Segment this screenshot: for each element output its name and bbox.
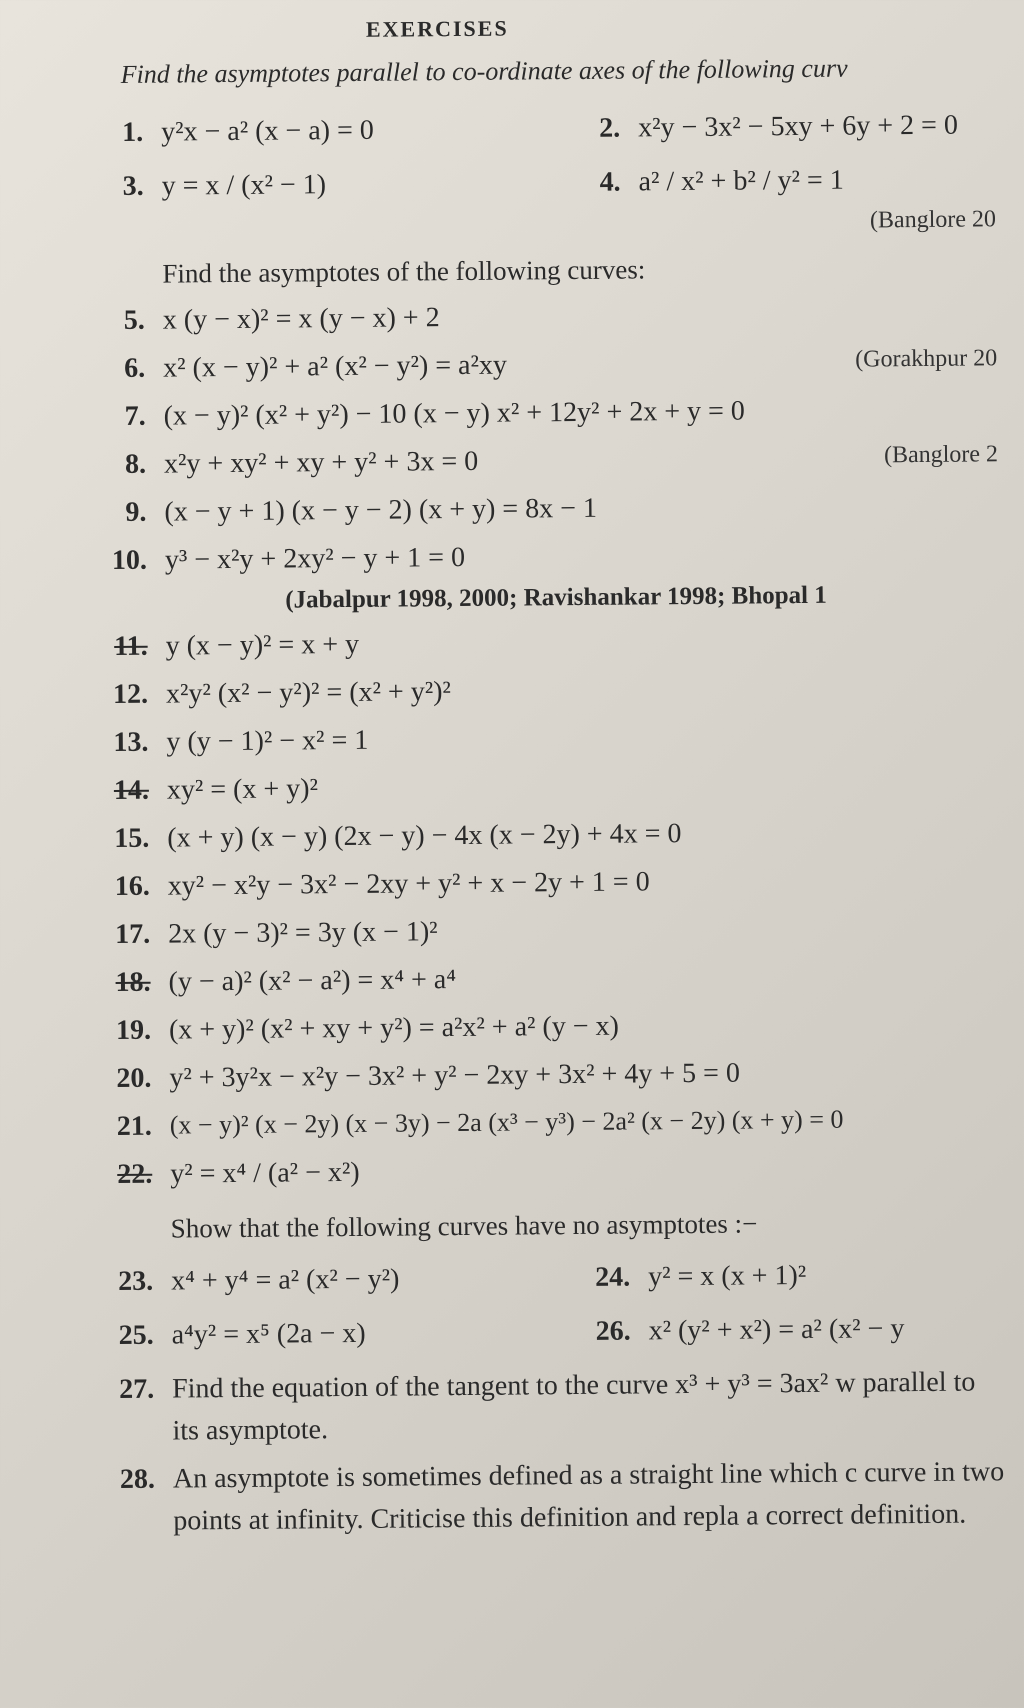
q14: 14. xy² = (x + y)² bbox=[87, 762, 1001, 812]
q17-eq: 2x (y − 3)² = 3y (x − 1)² bbox=[168, 906, 1002, 955]
q27-eq: Find the equation of the tangent to the … bbox=[172, 1361, 1007, 1452]
q11-eq: y (x − y)² = x + y bbox=[165, 618, 999, 667]
q26-eq: x² (y² + x²) = a² (x² − y bbox=[648, 1307, 1005, 1352]
exercises-header: EXERCISES bbox=[80, 11, 994, 45]
q21-num: 21. bbox=[90, 1106, 170, 1149]
q26-num: 26. bbox=[568, 1310, 648, 1353]
q23-num: 23. bbox=[91, 1261, 171, 1304]
q12: 12. x²y² (x² − y²)² = (x² + y²)² bbox=[86, 666, 1000, 716]
q19: 19. (x + y)² (x² + xy + y²) = a²x² + a² … bbox=[89, 1002, 1003, 1052]
q24-num: 24. bbox=[568, 1256, 648, 1299]
q4-eq: a² / x² + b² / y² = 1 bbox=[638, 158, 995, 203]
q5-num: 5. bbox=[83, 300, 163, 343]
q7: 7. (x − y)² (x² + y²) − 10 (x − y) x² + … bbox=[83, 388, 997, 438]
q25: 25. a⁴y² = x⁵ (2a − x) bbox=[91, 1312, 528, 1358]
section2-intro: Find the asymptotes of the following cur… bbox=[162, 251, 996, 289]
q7-num: 7. bbox=[83, 396, 163, 439]
q9: 9. (x − y + 1) (x − y − 2) (x + y) = 8x … bbox=[84, 484, 998, 534]
q28: 28. An asymptote is sometimes defined as… bbox=[93, 1451, 1008, 1543]
q11: 11. y (x − y)² = x + y bbox=[85, 618, 999, 668]
q19-num: 19. bbox=[89, 1010, 169, 1053]
q13-num: 13. bbox=[86, 722, 166, 765]
section3-intro: Show that the following curves have no a… bbox=[171, 1206, 1005, 1244]
q15: 15. (x + y) (x − y) (2x − y) − 4x (x − 2… bbox=[87, 810, 1001, 860]
q14-num: 14. bbox=[87, 770, 167, 813]
q20: 20. y² + 3y²x − x²y − 3x² + y² − 2xy + 3… bbox=[89, 1050, 1003, 1100]
q9-eq: (x − y + 1) (x − y − 2) (x + y) = 8x − 1 bbox=[164, 484, 998, 533]
q14-eq: xy² = (x + y)² bbox=[167, 762, 1001, 811]
q6-num: 6. bbox=[83, 348, 163, 391]
q16-num: 16. bbox=[88, 866, 168, 909]
q23: 23. x⁴ + y⁴ = a² (x² − y²) bbox=[91, 1258, 528, 1304]
q18-eq: (y − a)² (x² − a²) = x⁴ + a⁴ bbox=[168, 954, 1002, 1003]
q19-eq: (x + y)² (x² + xy + y²) = a²x² + a² (y −… bbox=[169, 1002, 1003, 1051]
q18: 18. (y − a)² (x² − a²) = x⁴ + a⁴ bbox=[88, 954, 1002, 1004]
q12-eq: x²y² (x² − y²)² = (x² + y²)² bbox=[166, 666, 1000, 715]
q26: 26. x² (y² + x²) = a² (x² − y bbox=[568, 1307, 1005, 1353]
q5: 5. x (y − x)² = x (y − x) + 2 bbox=[83, 292, 997, 342]
q22-num: 22. bbox=[90, 1154, 170, 1197]
q13: 13. y (y − 1)² − x² = 1 bbox=[86, 714, 1000, 764]
q25-num: 25. bbox=[91, 1315, 171, 1358]
q2-num: 2. bbox=[558, 108, 638, 151]
q21-eq: (x − y)² (x − 2y) (x − 3y) − 2a (x³ − y³… bbox=[170, 1098, 1004, 1144]
q2: 2. x²y − 3x² − 5xy + 6y + 2 = 0 bbox=[558, 104, 995, 150]
q22-eq: y² = x⁴ / (a² − x²) bbox=[170, 1146, 1004, 1195]
q8-eq: x²y + xy² + xy + y² + 3x = 0 bbox=[164, 437, 874, 485]
q1: 1. y²x − a² (x − a) = 0 bbox=[81, 109, 518, 155]
q5-eq: x (y − x)² = x (y − x) + 2 bbox=[163, 292, 997, 341]
q16: 16. xy² − x²y − 3x² − 2xy + y² + x − 2y … bbox=[88, 858, 1002, 908]
q24-eq: y² = x (x + 1)² bbox=[648, 1253, 1005, 1298]
q6-eq: x² (x − y)² + a² (x² − y²) = a²xy bbox=[163, 342, 845, 390]
q28-eq: An asymptote is sometimes defined as a s… bbox=[173, 1451, 1008, 1542]
q1-num: 1. bbox=[81, 112, 161, 155]
q8-annot: (Banglore 2 bbox=[874, 436, 998, 473]
q27: 27. Find the equation of the tangent to … bbox=[92, 1361, 1007, 1453]
q21: 21. (x − y)² (x − 2y) (x − 3y) − 2a (x³ … bbox=[90, 1098, 1004, 1148]
q25-eq: a⁴y² = x⁵ (2a − x) bbox=[171, 1312, 528, 1357]
q9-num: 9. bbox=[84, 492, 164, 535]
q8-num: 8. bbox=[84, 444, 164, 487]
q11-num: 11. bbox=[85, 626, 165, 669]
q10-eq: y³ − x²y + 2xy² − y + 1 = 0 bbox=[165, 532, 999, 581]
q10: 10. y³ − x²y + 2xy² − y + 1 = 0 bbox=[85, 532, 999, 582]
citation: (Jabalpur 1998, 2000; Ravishankar 1998; … bbox=[285, 580, 999, 614]
q27-num: 27. bbox=[92, 1369, 172, 1412]
q3-num: 3. bbox=[81, 166, 161, 209]
q20-eq: y² + 3y²x − x²y − 3x² + y² − 2xy + 3x² +… bbox=[169, 1050, 1003, 1099]
q17-num: 17. bbox=[88, 914, 168, 957]
q23-eq: x⁴ + y⁴ = a² (x² − y²) bbox=[171, 1258, 528, 1303]
q13-eq: y (y − 1)² − x² = 1 bbox=[166, 714, 1000, 763]
q3: 3. y = x / (x² − 1) bbox=[81, 163, 518, 209]
q18-num: 18. bbox=[88, 962, 168, 1005]
q2-eq: x²y − 3x² − 5xy + 6y + 2 = 0 bbox=[638, 104, 995, 149]
q17: 17. 2x (y − 3)² = 3y (x − 1)² bbox=[88, 906, 1002, 956]
q28-num: 28. bbox=[93, 1459, 173, 1502]
q6: 6. x² (x − y)² + a² (x² − y²) = a²xy (Go… bbox=[83, 340, 997, 390]
q1-eq: y²x − a² (x − a) = 0 bbox=[161, 109, 518, 154]
q24: 24. y² = x (x + 1)² bbox=[568, 1253, 1005, 1299]
q4: 4. a² / x² + b² / y² = 1 bbox=[558, 158, 995, 204]
q22: 22. y² = x⁴ / (a² − x²) bbox=[90, 1146, 1004, 1196]
q12-num: 12. bbox=[86, 674, 166, 717]
q15-eq: (x + y) (x − y) (2x − y) − 4x (x − 2y) +… bbox=[167, 810, 1001, 859]
q8: 8. x²y + xy² + xy + y² + 3x = 0 (Banglor… bbox=[84, 436, 998, 486]
q3-eq: y = x / (x² − 1) bbox=[161, 163, 518, 208]
section1-intro: Find the asymptotes parallel to co-ordin… bbox=[121, 49, 995, 92]
q20-num: 20. bbox=[89, 1058, 169, 1101]
q15-num: 15. bbox=[87, 818, 167, 861]
q6-annot: (Gorakhpur 20 bbox=[845, 340, 997, 377]
q7-eq: (x − y)² (x² + y²) − 10 (x − y) x² + 12y… bbox=[163, 388, 997, 437]
q4-num: 4. bbox=[558, 162, 638, 205]
q16-eq: xy² − x²y − 3x² − 2xy + y² + x − 2y + 1 … bbox=[168, 858, 1002, 907]
q10-num: 10. bbox=[85, 540, 165, 583]
